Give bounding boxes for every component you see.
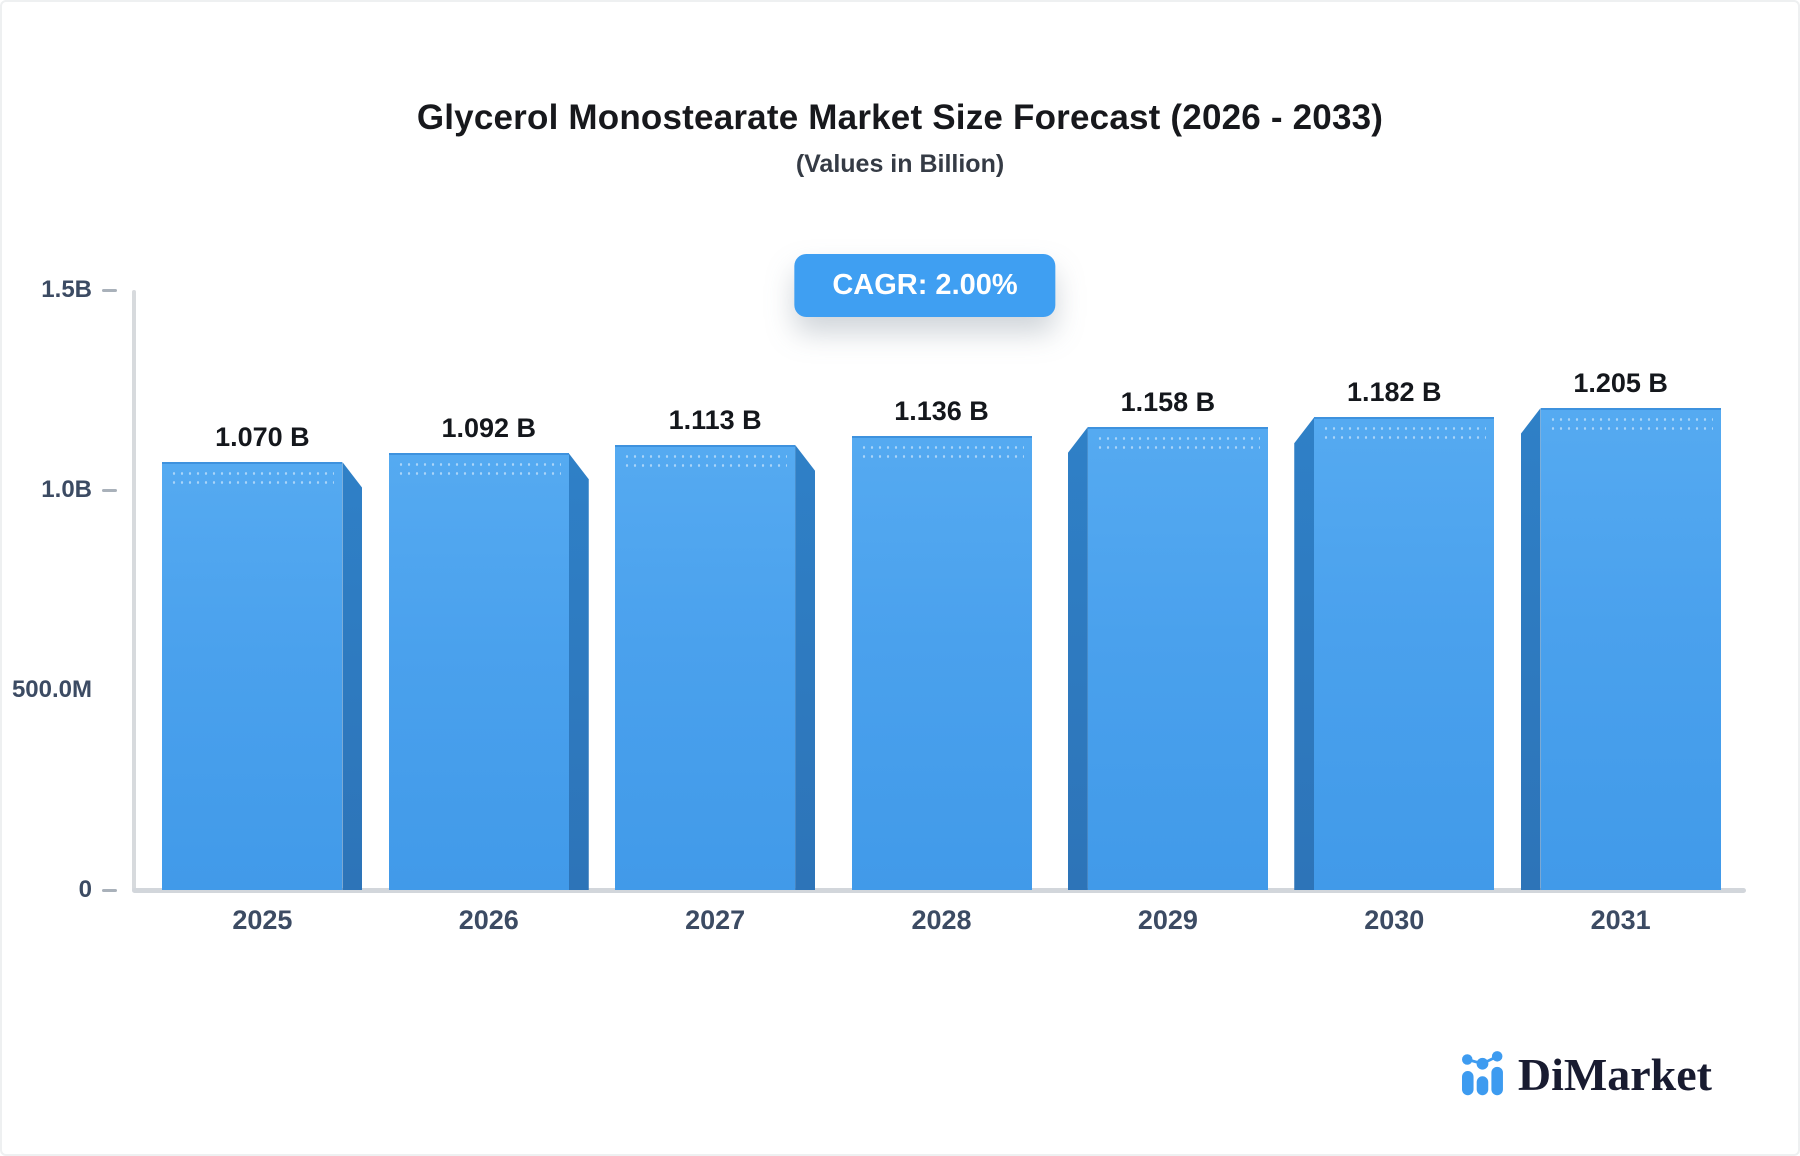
bar-body [162, 462, 343, 890]
bar-2027[interactable]: 1.113 B 2027 [615, 405, 816, 935]
chart-subtitle: (Values in Billion) [795, 150, 1005, 178]
bar-3d-side-face [568, 453, 589, 890]
y-tick-row: 1.0B [41, 476, 132, 504]
bar-value-label: 1.182 B [1346, 377, 1442, 408]
page-title: Glycerol Monostearate Market Size Foreca… [416, 98, 1384, 137]
bar-texture [1322, 424, 1487, 441]
bar-texture [1095, 433, 1260, 450]
bar-2030[interactable]: 1.182 B 2030 [1294, 377, 1495, 935]
bar-texture [170, 469, 335, 485]
y-tick-row: 0 [79, 876, 132, 904]
bar-value-label: 1.092 B [441, 413, 537, 444]
bar-3d-side-face [1294, 417, 1315, 890]
bar-2029[interactable]: 1.158 B 2029 [1067, 387, 1268, 935]
bar-texture [623, 451, 788, 468]
bar-2026[interactable]: 1.092 B 2026 [388, 413, 589, 935]
y-axis-label: 1.5B [41, 276, 92, 303]
cagr-badge: CAGR: 2.00% [794, 254, 1056, 317]
y-axis-label: 500.0M [11, 676, 92, 703]
bar-value-label: 1.158 B [1120, 386, 1216, 417]
bar-3d-side-face [795, 444, 816, 890]
x-axis-label: 2026 [458, 905, 519, 935]
bar-texture [1548, 415, 1713, 431]
x-axis-label: 2028 [911, 905, 972, 935]
x-axis-label: 2029 [1137, 905, 1198, 935]
bar-body [1087, 426, 1268, 890]
bar-value-label: 1.205 B [1573, 368, 1668, 398]
bar-texture [396, 460, 561, 477]
x-axis-label: 2031 [1590, 905, 1651, 935]
y-tick-row: 1.5B [41, 276, 132, 304]
x-axis-label: 2027 [685, 905, 746, 935]
mini-bar-chart-icon [1461, 1051, 1503, 1096]
y-tick-mark [102, 888, 117, 892]
y-axis-label: 1.0B [41, 476, 92, 503]
bar-body [1540, 408, 1721, 890]
x-axis-label: 2030 [1364, 905, 1425, 935]
y-axis-line [132, 290, 136, 891]
y-tick-mark [102, 488, 117, 492]
y-tick-row: 500.0M [12, 676, 132, 704]
bar-3d-side-face [342, 462, 363, 890]
logo-text: DiMarket [1517, 1049, 1712, 1100]
bar-value-label: 1.070 B [215, 422, 310, 452]
bar-body [851, 435, 1032, 890]
y-tick-mark [102, 288, 117, 292]
bar-3d-side-face [1520, 408, 1541, 890]
plot-area: 1.070 B 2025 1.092 B 2026 1.113 B 2027 1.136 B… [136, 290, 1747, 935]
bar-2031[interactable]: 1.205 B 2031 [1520, 368, 1721, 935]
bar-2028[interactable]: 1.136 B 2028 [842, 396, 1042, 935]
bar-body [615, 444, 796, 890]
bar-body [388, 453, 569, 890]
bar-texture [859, 442, 1024, 459]
bar-3d-side-face [1067, 426, 1088, 890]
x-axis-label: 2025 [232, 905, 293, 935]
y-axis-label: 0 [78, 876, 92, 903]
bar-2025[interactable]: 1.070 B 2025 [162, 422, 363, 935]
bar-value-label: 1.113 B [668, 404, 762, 435]
dimarket-logo: DiMarket [1461, 1042, 1712, 1100]
x-axis-line [132, 888, 1746, 893]
bar-value-label: 1.136 B [894, 395, 989, 426]
bar-body [1314, 417, 1495, 890]
y-axis: 1.5B 1.0B 500.0M 0 [2, 276, 132, 903]
